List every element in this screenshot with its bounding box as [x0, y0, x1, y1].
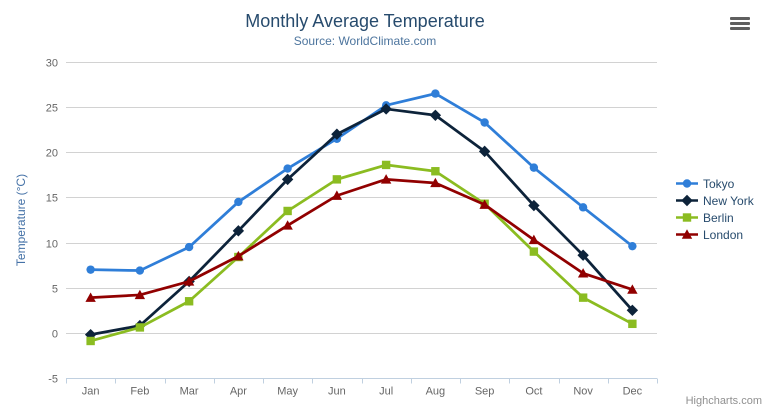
svg-text:Jun: Jun: [328, 386, 346, 398]
data-point-marker[interactable]: [431, 89, 440, 98]
data-point-marker[interactable]: [283, 164, 292, 173]
legend-item-new-york[interactable]: New York: [676, 192, 754, 209]
data-point-marker[interactable]: [431, 167, 440, 176]
data-point-marker[interactable]: [480, 118, 489, 127]
data-point-marker[interactable]: [682, 213, 692, 222]
data-point-marker[interactable]: [429, 109, 442, 121]
gridlines: [66, 62, 657, 379]
data-point-marker[interactable]: [627, 284, 638, 294]
data-point-marker[interactable]: [183, 276, 195, 286]
x-axis-labels: Jan Feb Mar Apr May Jun Jul Aug Sep Oct Nov Dec: [82, 386, 643, 398]
data-point-marker[interactable]: [233, 250, 244, 261]
data-point-marker[interactable]: [184, 297, 194, 306]
data-point-marker[interactable]: [134, 289, 146, 300]
legend-item-tokyo[interactable]: Tokyo: [676, 175, 754, 192]
data-point-marker[interactable]: [135, 323, 145, 332]
svg-text:Mar: Mar: [180, 386, 199, 398]
legend-item-berlin[interactable]: Berlin: [676, 209, 754, 226]
data-point-marker[interactable]: [86, 265, 95, 274]
svg-text:30: 30: [46, 58, 58, 70]
chart-title: Monthly Average Temperature: [245, 11, 485, 31]
hamburger-icon: [730, 17, 750, 30]
data-point-marker[interactable]: [283, 206, 292, 216]
triangle-series-icon: [676, 229, 698, 239]
data-point-marker[interactable]: [430, 177, 441, 188]
data-point-marker[interactable]: [380, 103, 392, 115]
data-point-marker[interactable]: [628, 319, 637, 329]
data-point-marker[interactable]: [234, 197, 243, 207]
legend-label: London: [703, 227, 744, 242]
svg-text:10: 10: [46, 239, 58, 251]
data-point-marker[interactable]: [331, 128, 343, 140]
series-tokyo[interactable]: [86, 89, 637, 275]
data-point-marker[interactable]: [478, 145, 491, 158]
circle-series-icon: [676, 179, 698, 188]
svg-text:25: 25: [46, 103, 58, 115]
svg-text:Feb: Feb: [130, 386, 149, 398]
svg-text:0: 0: [52, 329, 58, 341]
diamond-series-icon: [676, 194, 698, 207]
svg-text:Sep: Sep: [475, 386, 495, 398]
svg-text:20: 20: [46, 148, 58, 160]
data-point-marker[interactable]: [331, 190, 343, 200]
data-point-marker[interactable]: [528, 234, 540, 245]
data-point-marker[interactable]: [528, 199, 540, 212]
data-point-marker[interactable]: [380, 174, 392, 184]
data-point-marker[interactable]: [529, 163, 539, 172]
data-point-marker[interactable]: [577, 249, 589, 261]
data-point-marker[interactable]: [577, 268, 589, 278]
data-point-marker[interactable]: [626, 304, 639, 316]
x-axis: [66, 378, 658, 384]
y-axis-title: Temperature (°C): [14, 174, 28, 266]
legend-item-london[interactable]: London: [676, 226, 754, 243]
series-london[interactable]: [85, 174, 638, 302]
credits-link[interactable]: Highcharts.com: [685, 395, 762, 407]
data-point-marker[interactable]: [281, 173, 294, 186]
chart-subtitle: Source: WorldClimate.com: [293, 34, 437, 48]
data-point-marker[interactable]: [479, 199, 490, 209]
legend-label: New York: [703, 193, 754, 208]
data-point-marker[interactable]: [681, 229, 693, 239]
svg-text:Jul: Jul: [379, 386, 393, 398]
data-point-marker[interactable]: [578, 203, 588, 212]
data-point-marker[interactable]: [578, 293, 588, 302]
data-point-marker[interactable]: [232, 225, 245, 237]
data-point-marker[interactable]: [628, 241, 637, 251]
data-point-marker[interactable]: [86, 336, 95, 346]
svg-text:Apr: Apr: [230, 386, 247, 398]
data-point-marker[interactable]: [184, 242, 194, 252]
svg-text:15: 15: [46, 193, 58, 205]
legend-label: Tokyo: [703, 176, 735, 191]
data-point-marker[interactable]: [282, 220, 293, 230]
data-point-marker[interactable]: [529, 247, 539, 256]
square-series-icon: [676, 213, 698, 222]
svg-text:Jan: Jan: [82, 386, 100, 398]
svg-text:Oct: Oct: [525, 386, 542, 398]
legend-label: Berlin: [703, 210, 734, 225]
y-axis-labels: -5 0 5 10 15 20 25 30: [46, 58, 58, 386]
data-point-marker[interactable]: [332, 175, 342, 184]
svg-text:Nov: Nov: [573, 386, 593, 398]
svg-text:Dec: Dec: [623, 386, 643, 398]
export-menu-button[interactable]: [728, 15, 752, 33]
data-point-marker[interactable]: [135, 266, 145, 275]
svg-text:-5: -5: [48, 374, 58, 386]
svg-text:5: 5: [52, 284, 58, 296]
svg-text:May: May: [277, 386, 298, 398]
data-point-marker[interactable]: [682, 179, 692, 188]
legend: Tokyo New York Berlin London: [676, 175, 754, 243]
svg-text:Aug: Aug: [426, 386, 446, 398]
data-point-marker[interactable]: [85, 292, 96, 302]
data-point-marker[interactable]: [681, 194, 693, 207]
data-point-marker[interactable]: [381, 160, 391, 170]
series-new-york[interactable]: [84, 103, 639, 341]
